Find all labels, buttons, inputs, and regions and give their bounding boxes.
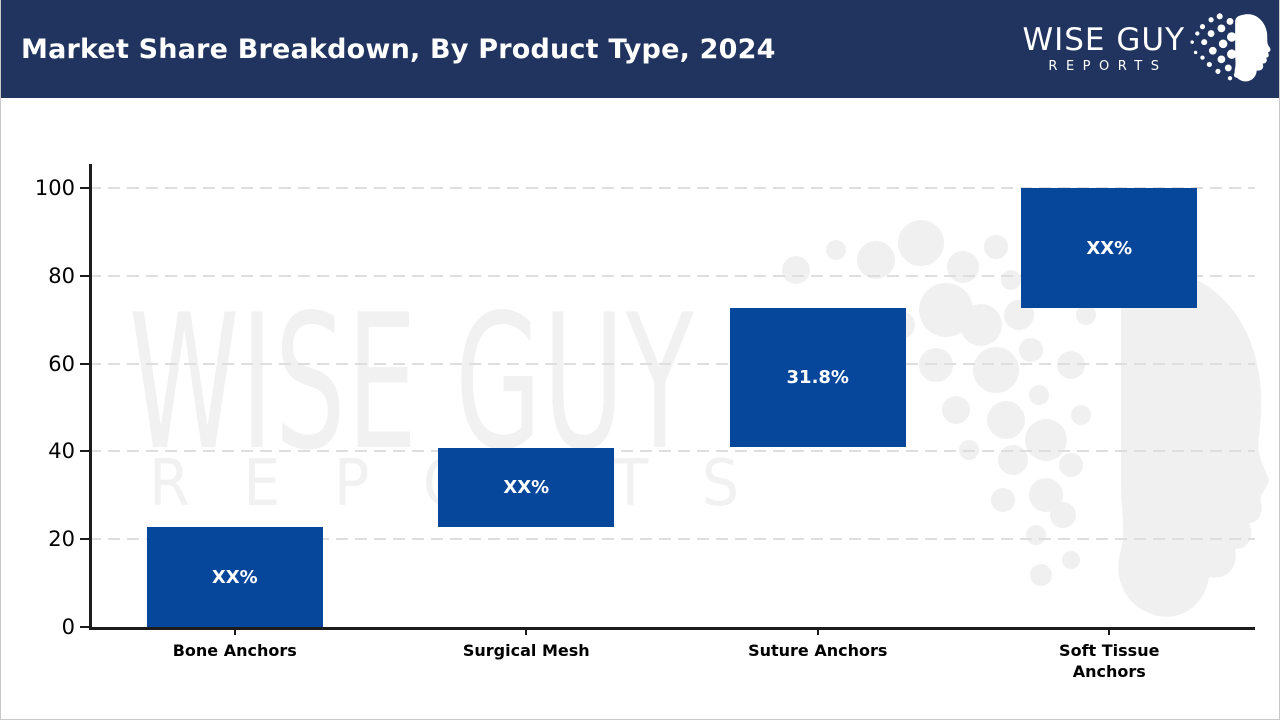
y-tick <box>80 538 89 541</box>
y-tick <box>80 626 89 628</box>
head-profile-icon <box>1190 13 1271 82</box>
y-tick-label: 20 <box>48 527 75 552</box>
gridline <box>89 450 1255 453</box>
page-title: Market Share Breakdown, By Product Type,… <box>21 34 776 65</box>
y-tick <box>80 274 89 277</box>
y-tick-label: 80 <box>48 263 75 288</box>
x-category-label: Surgical Mesh <box>462 641 590 660</box>
y-tick-label: 100 <box>34 176 75 201</box>
bar <box>1021 188 1198 308</box>
gridline <box>89 538 1255 541</box>
bar-value-label: XX% <box>1086 237 1133 259</box>
wiseguy-reports-logo: WISE GUY REPORTS <box>1022 4 1273 94</box>
bar <box>438 447 615 528</box>
bar-value-label: XX% <box>503 476 550 498</box>
gridline <box>89 362 1255 365</box>
x-tick <box>233 627 236 635</box>
header-bar: Market Share Breakdown, By Product Type,… <box>1 0 1279 98</box>
y-tick <box>80 450 89 453</box>
watermark-head-graphic <box>782 220 1269 617</box>
gridline <box>89 274 1255 277</box>
bar-value-label: 31.8% <box>786 367 849 389</box>
y-tick-label: 0 <box>61 615 75 639</box>
x-tick <box>525 627 528 635</box>
bar <box>729 307 906 448</box>
logo-brand-label: WISE GUY <box>1022 22 1185 58</box>
watermark-brand-text: WISE GUY <box>129 274 696 491</box>
y-tick <box>80 362 89 365</box>
x-tick <box>1108 627 1111 635</box>
y-axis-line <box>89 164 92 629</box>
y-tick-label: 40 <box>48 439 75 464</box>
x-category-label: Bone Anchors <box>172 641 297 660</box>
x-category-label: Suture Anchors <box>748 641 888 660</box>
bar-value-label: XX% <box>211 566 258 588</box>
y-tick-label: 60 <box>48 351 75 376</box>
y-tick <box>80 187 89 190</box>
logo-text: WISE GUY REPORTS <box>1022 22 1185 74</box>
x-axis-line <box>89 626 1255 630</box>
gridline <box>89 187 1255 190</box>
x-tick <box>816 627 819 635</box>
bar <box>146 527 323 627</box>
logo-sub-label: REPORTS <box>1048 59 1168 74</box>
x-category-label: Soft Tissue Anchors <box>1059 641 1160 681</box>
